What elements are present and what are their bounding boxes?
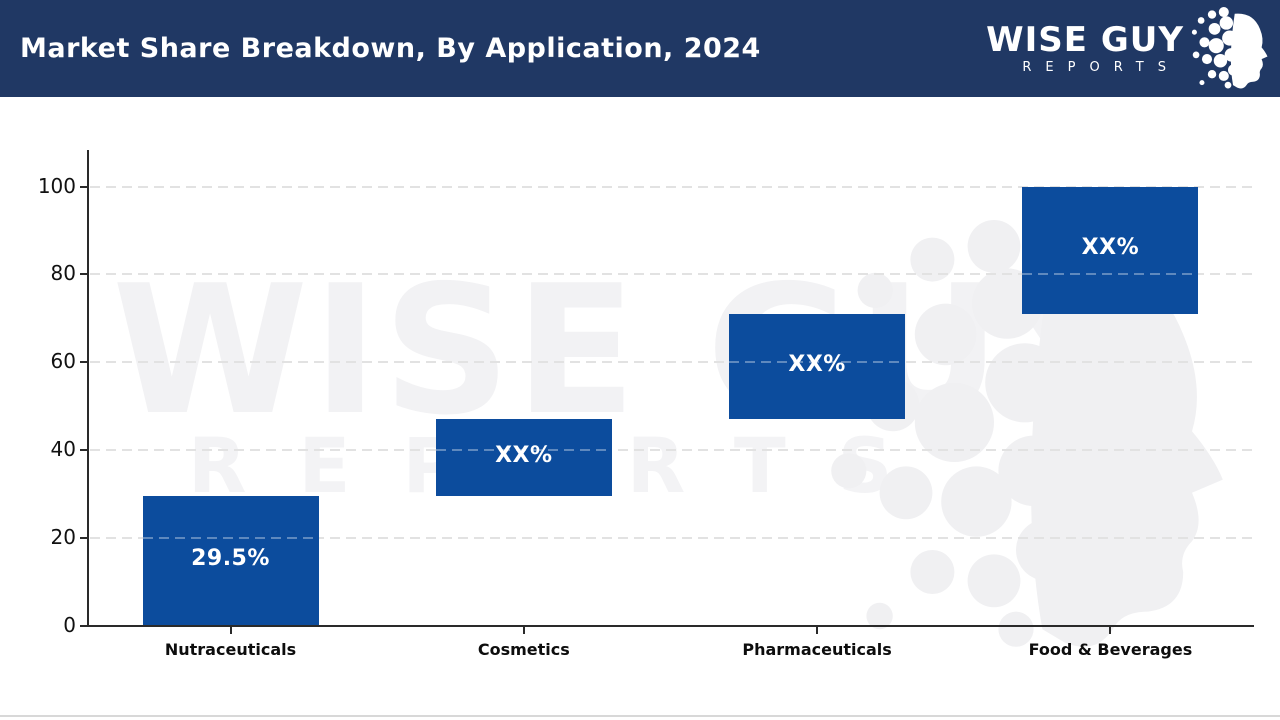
chart-plot-area: 0 20 40 60 80 100 29.5% XX% XX% XX% Nutraceuticals… — [0, 97, 1280, 720]
header-bar: Market Share Breakdown, By Application, … — [0, 0, 1280, 97]
gridline — [90, 361, 1253, 364]
y-tick-label: 100 — [37, 173, 76, 198]
wise-guy-reports-logo: WISE GUY REPORTS — [986, 0, 1272, 97]
x-axis-line — [86, 625, 1254, 627]
x-tick — [522, 627, 525, 634]
x-tick — [816, 627, 819, 634]
y-tick-label: 0 — [63, 613, 76, 637]
gridline-over-bar — [1022, 273, 1199, 276]
gridline-over-bar — [729, 361, 906, 364]
gridline-over-bar — [435, 449, 612, 452]
bottom-divider — [0, 715, 1280, 717]
bar: XX% — [435, 419, 612, 497]
y-tick — [80, 625, 87, 627]
y-tick — [80, 449, 87, 452]
gridline — [90, 449, 1253, 452]
bar-value-label: 29.5% — [191, 546, 270, 572]
bar: XX% — [1022, 186, 1199, 315]
y-tick — [80, 185, 87, 188]
gridline — [90, 537, 1253, 540]
gridline — [90, 185, 1253, 188]
bar-value-label: XX% — [1081, 235, 1140, 261]
logo-text: WISE GUY — [986, 20, 1184, 60]
y-tick-label: 40 — [50, 437, 76, 462]
y-tick — [80, 361, 87, 364]
bar: XX% — [729, 314, 906, 420]
y-tick — [80, 537, 87, 540]
y-axis-line — [87, 150, 89, 627]
bar-value-label: XX% — [788, 351, 846, 377]
x-tick — [1109, 627, 1112, 634]
x-tick-label: Cosmetics — [477, 640, 570, 659]
x-tick — [229, 627, 232, 634]
y-tick — [80, 273, 87, 276]
y-tick-label: 60 — [50, 349, 76, 374]
x-tick-label: Pharmaceuticals — [742, 640, 892, 659]
y-tick-label: 20 — [50, 525, 76, 550]
y-tick-label: 80 — [50, 261, 76, 286]
bar: 29.5% — [142, 496, 319, 626]
x-tick-label: Nutraceuticals — [164, 640, 297, 659]
page-title: Market Share Breakdown, By Application, … — [20, 33, 761, 64]
logo-face-icon — [1191, 7, 1268, 89]
gridline-over-bar — [142, 537, 319, 540]
gridline — [90, 273, 1253, 276]
bar-value-label: XX% — [495, 442, 553, 468]
logo-subtext: REPORTS — [1022, 60, 1180, 75]
x-tick-label: Food & Beverages — [1028, 640, 1193, 659]
